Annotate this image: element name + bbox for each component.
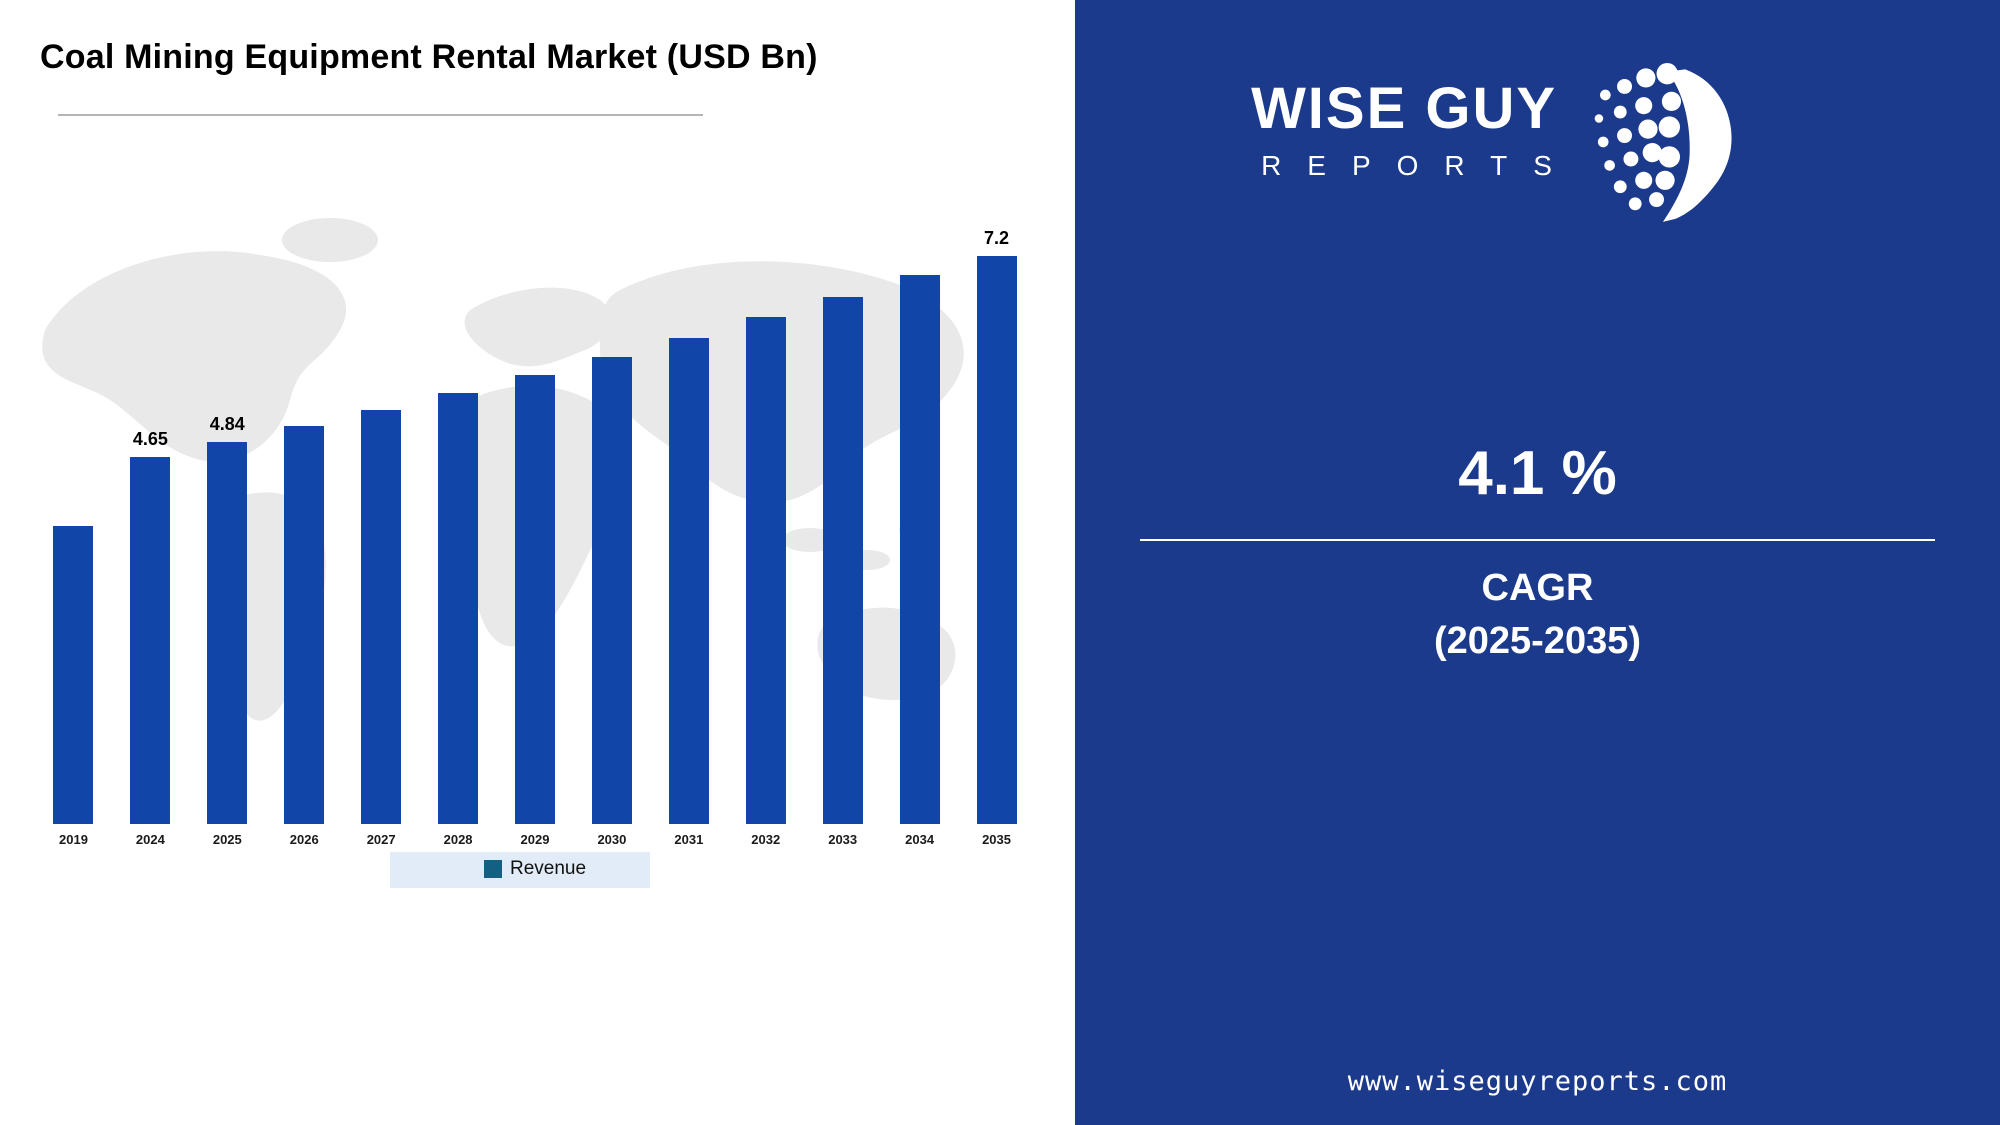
x-axis-label: 2035 (982, 832, 1011, 847)
chart-section: Coal Mining Equipment Rental Market (USD… (35, 38, 1035, 888)
bar-group (497, 224, 574, 824)
bar-group (804, 224, 881, 824)
bar-value-label: 7.2 (984, 227, 1010, 248)
x-axis-label: 2025 (212, 832, 242, 847)
bar-group (727, 224, 804, 824)
x-axis-label: 2024 (135, 832, 165, 847)
x-axis-label: 2026 (289, 832, 319, 847)
bar-value-label: 4.65 (132, 428, 168, 449)
page-title: Coal Mining Equipment Rental Market (USD… (40, 38, 818, 76)
revenue-bar-2019 (53, 526, 94, 824)
revenue-bar-2034 (899, 275, 940, 824)
cagr-value: 4.1 % (1458, 439, 1617, 508)
revenue-bar-2032 (745, 317, 786, 824)
wise-guy-logo: WISE GUY REPORTS (1251, 63, 1744, 223)
cagr-block: 4.1 % CAGR (2025-2035) (1075, 438, 2000, 663)
x-axis-label: 2027 (366, 832, 396, 847)
bar-group (343, 224, 420, 824)
legend-swatch (483, 860, 502, 878)
bar-value-label: 4.84 (209, 413, 245, 434)
revenue-bar-2029 (514, 374, 555, 824)
logo-text: WISE GUY REPORTS (1251, 75, 1578, 182)
revenue-bar-2024 (130, 456, 171, 824)
bar-group (573, 224, 650, 824)
cagr-label: CAGR (1481, 567, 1594, 609)
dotted-head-icon (1594, 63, 1732, 222)
bar-group (881, 224, 958, 824)
revenue-bar-2028 (438, 392, 479, 824)
x-axis-label: 2031 (674, 832, 704, 847)
bar-group (650, 224, 727, 824)
x-axis-label: 2030 (597, 832, 627, 847)
title-divider (58, 114, 703, 116)
revenue-bar-2035 (976, 255, 1017, 824)
x-axis-label: 2028 (443, 832, 473, 847)
logo-subtitle: REPORTS (1261, 150, 1578, 181)
legend-highlight (390, 852, 650, 888)
cagr-range: (2025-2035) (1433, 620, 1642, 662)
chart-legend: Revenue (35, 852, 1035, 888)
x-axis-label: 2032 (751, 832, 781, 847)
x-axis-label: 2019 (59, 832, 88, 847)
revenue-bar-2026 (284, 426, 325, 824)
x-axis-label: 2029 (520, 832, 550, 847)
logo-wordmark: WISE GUY (1251, 76, 1558, 141)
x-axis-label: 2033 (828, 832, 858, 847)
bar-group: 4.65 (112, 224, 189, 824)
bar-group: 7.2 (958, 224, 1035, 824)
bar-group (420, 224, 497, 824)
revenue-bar-2025 (207, 441, 248, 824)
bar-group: 4.84 (189, 224, 266, 824)
legend-label: Revenue (509, 858, 587, 879)
bar-group (266, 224, 343, 824)
revenue-bar-2030 (591, 356, 632, 824)
bar-group (35, 224, 112, 824)
x-axis-labels: 2019 2024 2025 2026 2027 2028 2029 2030 2031 2032… (35, 832, 1035, 847)
brand-panel: WISE GUY REPORTS 4.1 % CAGR (2025-2035) (1075, 0, 2000, 1125)
website-url: www.wiseguyreports.com (1347, 1066, 1728, 1097)
revenue-bar-2033 (822, 296, 863, 824)
cagr-divider (1139, 539, 1936, 541)
bar-chart: 4.65 4.84 7.2 (35, 224, 1035, 824)
revenue-bar-2027 (361, 409, 402, 824)
revenue-bar-2031 (668, 337, 709, 824)
x-axis-label: 2034 (905, 832, 935, 847)
